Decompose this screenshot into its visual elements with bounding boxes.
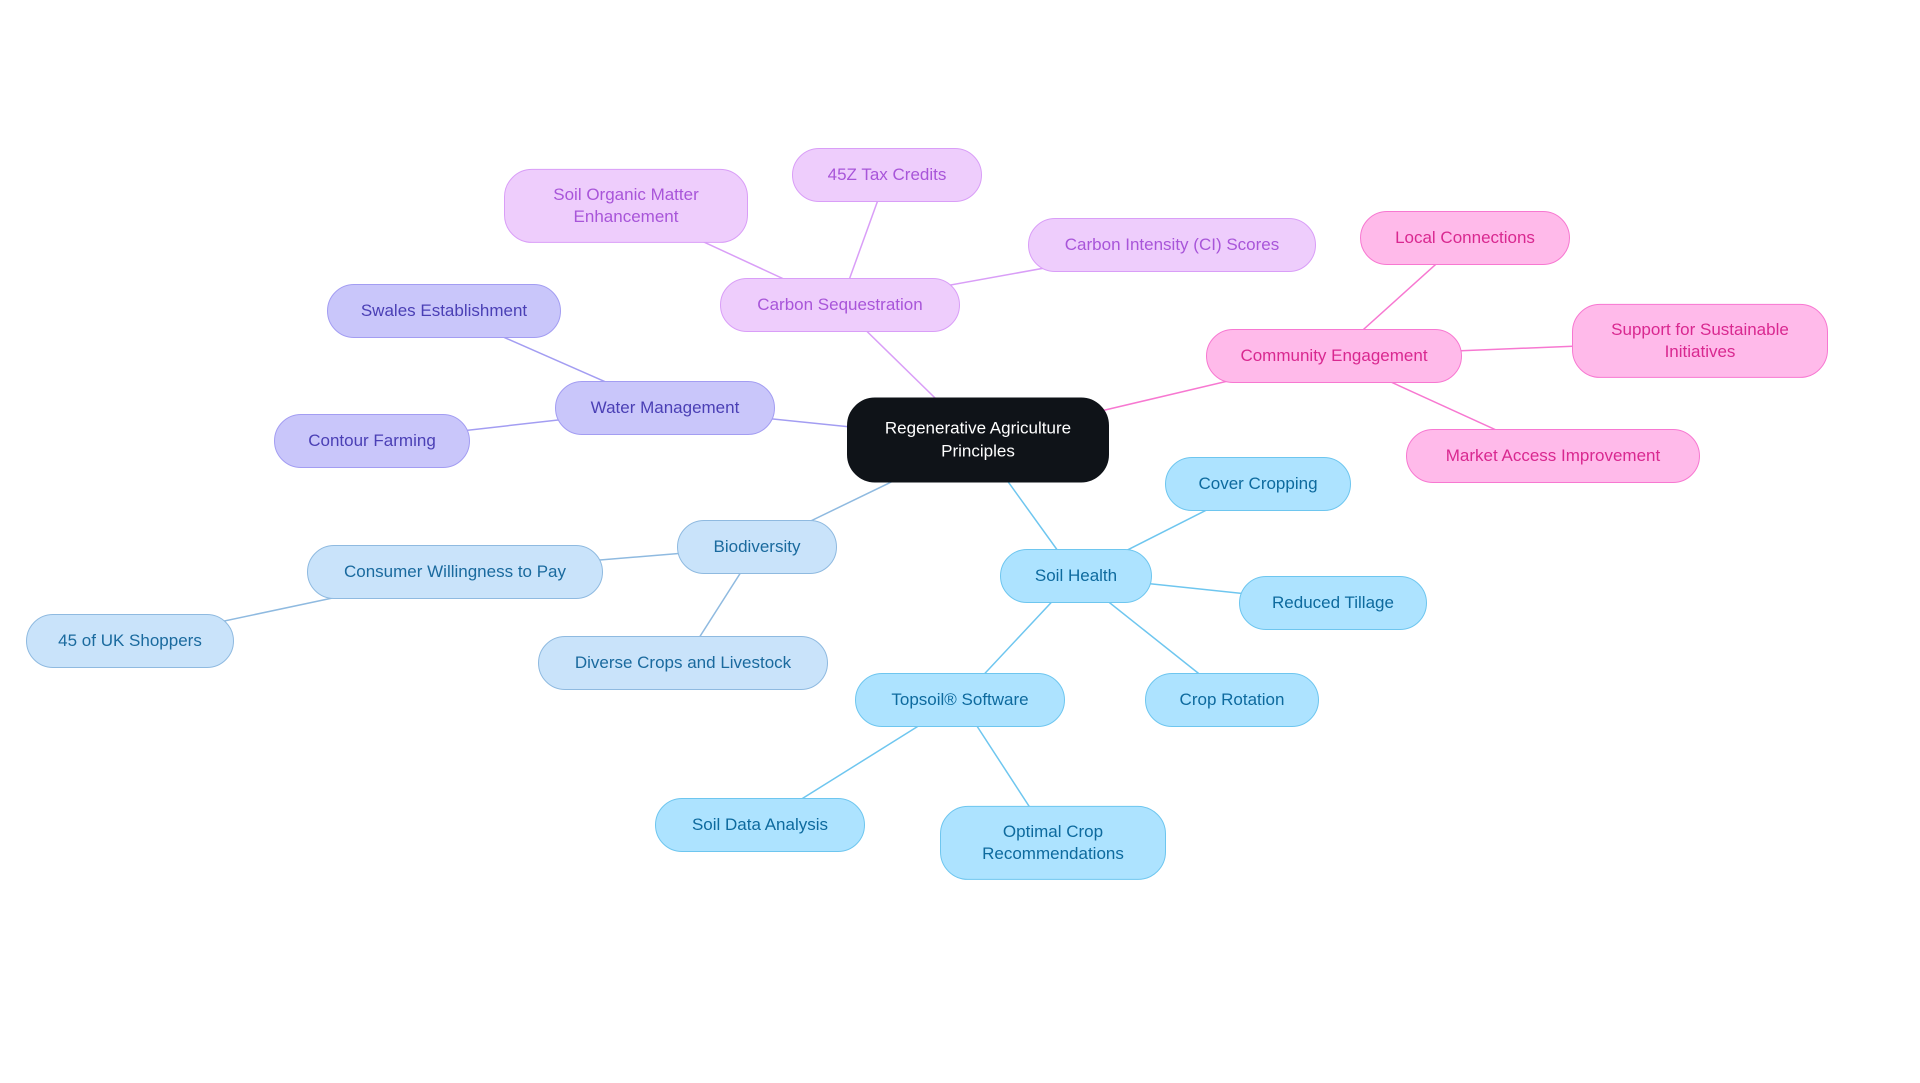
node-soil_health: Soil Health	[1000, 549, 1152, 603]
node-local_conn: Local Connections	[1360, 211, 1570, 265]
node-swales: Swales Establishment	[327, 284, 561, 338]
node-tax_credits: 45Z Tax Credits	[792, 148, 982, 202]
node-carbon_seq: Carbon Sequestration	[720, 278, 960, 332]
node-water_mgmt: Water Management	[555, 381, 775, 435]
node-ci_scores: Carbon Intensity (CI) Scores	[1028, 218, 1316, 272]
node-reduced_tillage: Reduced Tillage	[1239, 576, 1427, 630]
node-uk_shoppers: 45 of UK Shoppers	[26, 614, 234, 668]
node-contour: Contour Farming	[274, 414, 470, 468]
node-consumer_pay: Consumer Willingness to Pay	[307, 545, 603, 599]
node-root: Regenerative Agriculture Principles	[847, 398, 1109, 483]
node-soil_organic: Soil Organic Matter Enhancement	[504, 169, 748, 243]
node-optimal_crop: Optimal Crop Recommendations	[940, 806, 1166, 880]
node-diverse_crops: Diverse Crops and Livestock	[538, 636, 828, 690]
node-topsoil: Topsoil® Software	[855, 673, 1065, 727]
node-cover_crop: Cover Cropping	[1165, 457, 1351, 511]
node-soil_data: Soil Data Analysis	[655, 798, 865, 852]
node-biodiversity: Biodiversity	[677, 520, 837, 574]
node-crop_rotation: Crop Rotation	[1145, 673, 1319, 727]
node-community: Community Engagement	[1206, 329, 1462, 383]
node-market_access: Market Access Improvement	[1406, 429, 1700, 483]
node-sustainable_init: Support for Sustainable Initiatives	[1572, 304, 1828, 378]
